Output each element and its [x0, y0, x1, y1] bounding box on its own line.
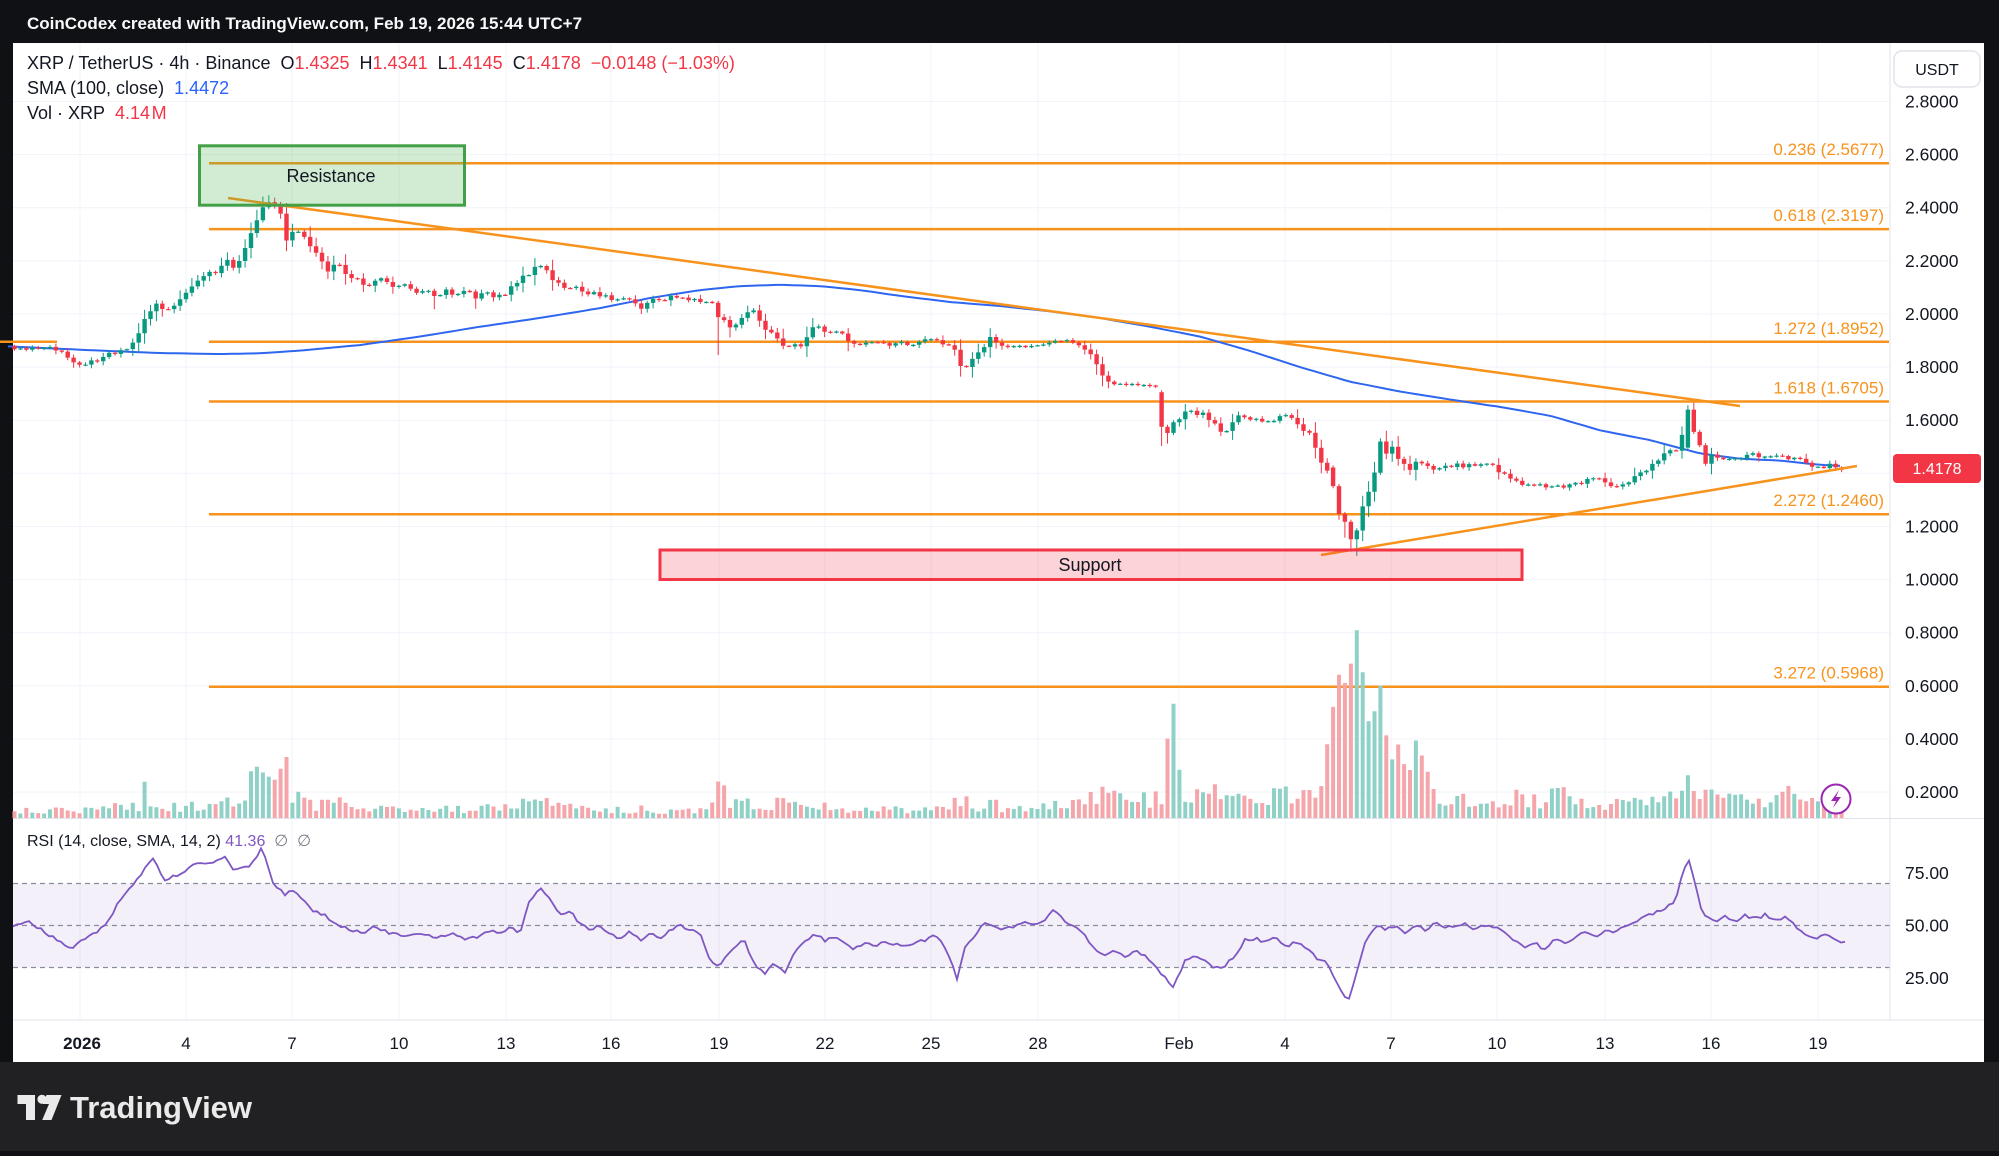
svg-text:1.8000: 1.8000 [1905, 357, 1959, 377]
svg-text:1.4178: 1.4178 [1913, 461, 1962, 478]
svg-text:0.8000: 0.8000 [1905, 623, 1959, 643]
svg-text:2.0000: 2.0000 [1905, 304, 1959, 324]
svg-text:Feb: Feb [1164, 1034, 1193, 1053]
svg-text:0.4000: 0.4000 [1905, 729, 1959, 749]
svg-text:10: 10 [1488, 1034, 1507, 1053]
svg-text:1.0000: 1.0000 [1905, 570, 1959, 590]
svg-text:1.272 (1.8952): 1.272 (1.8952) [1773, 319, 1884, 338]
svg-text:10: 10 [390, 1034, 409, 1053]
svg-text:Vol · XRP 4.14 M: Vol · XRP 4.14 M [27, 103, 167, 123]
svg-text:Resistance: Resistance [286, 166, 375, 186]
svg-text:28: 28 [1029, 1034, 1048, 1053]
svg-text:19: 19 [1809, 1034, 1828, 1053]
svg-text:7: 7 [1386, 1034, 1395, 1053]
svg-text:19: 19 [710, 1034, 729, 1053]
svg-text:3.272 (0.5968): 3.272 (0.5968) [1773, 664, 1884, 683]
svg-text:0.618 (2.3197): 0.618 (2.3197) [1773, 206, 1884, 225]
svg-text:22: 22 [816, 1034, 835, 1053]
svg-text:0.2000: 0.2000 [1905, 782, 1959, 802]
svg-text:2.6000: 2.6000 [1905, 145, 1959, 165]
svg-text:2.2000: 2.2000 [1905, 251, 1959, 271]
svg-text:75.00: 75.00 [1905, 863, 1949, 883]
svg-text:1.618 (1.6705): 1.618 (1.6705) [1773, 379, 1884, 398]
svg-text:25.00: 25.00 [1905, 968, 1949, 988]
svg-text:RSI (14, close, SMA, 14, 2) 41: RSI (14, close, SMA, 14, 2) 41.36 ∅ ∅ [27, 833, 311, 850]
svg-text:0.236 (2.5677): 0.236 (2.5677) [1773, 140, 1884, 159]
svg-text:2.4000: 2.4000 [1905, 198, 1959, 218]
svg-text:13: 13 [497, 1034, 516, 1053]
svg-text:50.00: 50.00 [1905, 916, 1949, 936]
svg-text:1.2000: 1.2000 [1905, 517, 1959, 537]
svg-text:13: 13 [1596, 1034, 1615, 1053]
svg-text:CoinCodex created with Trading: CoinCodex created with TradingView.com, … [27, 14, 582, 33]
svg-text:4: 4 [181, 1034, 190, 1053]
svg-text:16: 16 [1702, 1034, 1721, 1053]
svg-text:USDT: USDT [1915, 62, 1959, 79]
svg-text:2.272 (1.2460): 2.272 (1.2460) [1773, 491, 1884, 510]
svg-text:0.6000: 0.6000 [1905, 676, 1959, 696]
svg-text:TradingView: TradingView [70, 1090, 253, 1125]
svg-text:XRP / TetherUS · 4h · Binance: XRP / TetherUS · 4h · Binance O1.4325 H1… [27, 53, 735, 73]
svg-text:4: 4 [1280, 1034, 1289, 1053]
svg-text:1.6000: 1.6000 [1905, 410, 1959, 430]
svg-text:2026: 2026 [63, 1034, 101, 1053]
svg-text:Support: Support [1058, 555, 1121, 575]
svg-text:2.8000: 2.8000 [1905, 92, 1959, 112]
svg-text:25: 25 [922, 1034, 941, 1053]
svg-text:16: 16 [602, 1034, 621, 1053]
svg-text:SMA (100, close) 1.4472: SMA (100, close) 1.4472 [27, 78, 229, 98]
svg-text:7: 7 [287, 1034, 296, 1053]
